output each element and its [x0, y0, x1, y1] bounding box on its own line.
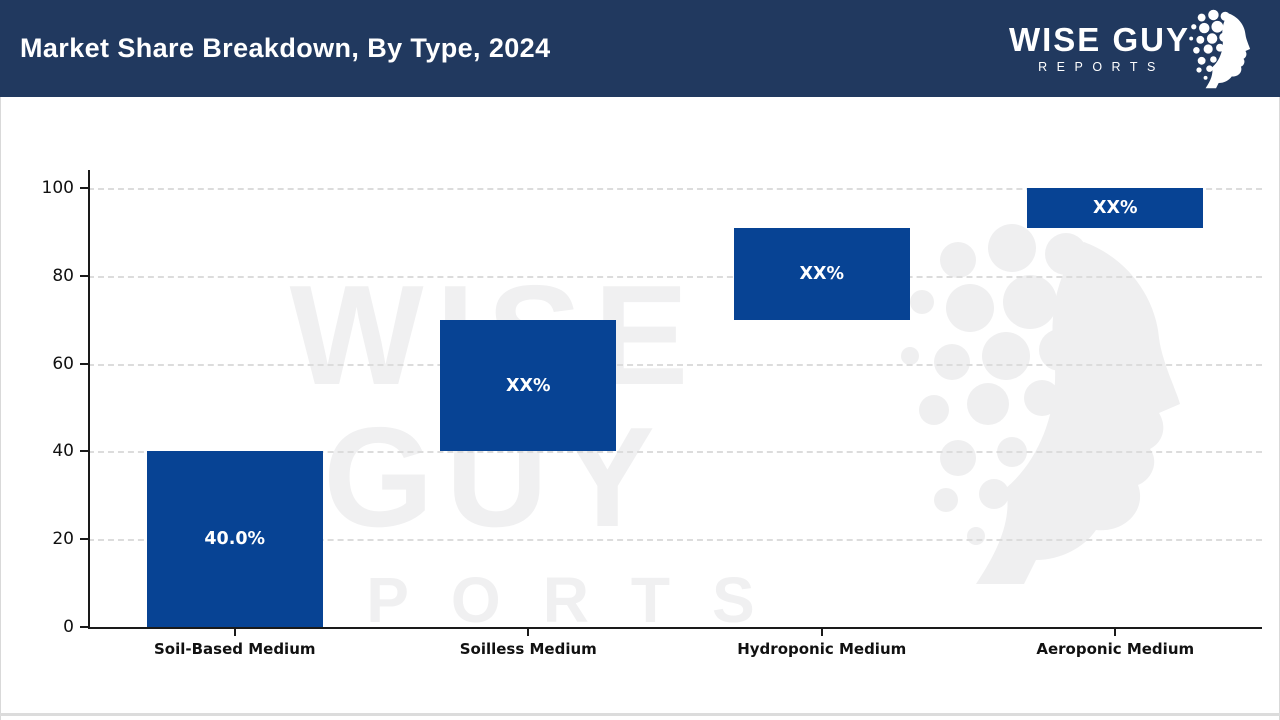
x-category-label-4: Aeroponic Medium: [1036, 640, 1195, 658]
bar-soil-based-medium: 40.0%: [146, 451, 323, 627]
x-axis-line: [88, 627, 1262, 629]
gridline-60: [88, 363, 1262, 366]
y-tick-mark-0: [80, 626, 88, 628]
y-tick-mark-40: [80, 450, 88, 453]
y-axis-line: [88, 170, 90, 627]
brand-logo-line2: REPORTS: [1038, 59, 1165, 74]
bar-value-label: XX%: [799, 263, 844, 284]
gridline-100: [88, 188, 1262, 190]
gridline-40: [88, 451, 1262, 454]
bar-value-label: 40.0%: [204, 529, 266, 550]
x-tick-mark-2: [527, 629, 530, 636]
bar-hydroponic-medium: XX%: [733, 227, 910, 320]
y-tick-label-0: 0: [63, 617, 74, 637]
x-tick-mark-3: [820, 629, 823, 636]
x-category-label-2: Soilless Medium: [459, 640, 597, 658]
gridline-80: [88, 275, 1262, 278]
bar-aeroponic-medium: XX%: [1027, 188, 1204, 228]
brand-logo: WISE GUY REPORTS: [1009, 8, 1254, 90]
bar-soilless-medium: XX%: [440, 319, 617, 452]
y-tick-label-20: 20: [52, 529, 74, 550]
brand-logo-text: WISE GUY REPORTS: [1009, 23, 1190, 74]
y-tick-label-40: 40: [52, 441, 74, 462]
y-tick-label-60: 60: [52, 353, 74, 374]
bar-value-label: XX%: [1092, 197, 1138, 218]
y-tick-mark-80: [80, 274, 88, 277]
brand-logo-face-icon: [1189, 9, 1251, 88]
y-tick-mark-20: [80, 538, 88, 541]
x-tick-mark-1: [233, 629, 236, 636]
bar-value-label: XX%: [505, 375, 551, 396]
y-tick-label-80: 80: [52, 265, 74, 286]
brand-logo-line1: WISE GUY: [1008, 21, 1190, 59]
gridline-20: [88, 539, 1262, 542]
y-tick-mark-60: [80, 362, 88, 365]
footer-divider: [0, 713, 1280, 716]
x-category-label-3: Hydroponic Medium: [737, 640, 907, 658]
y-tick-mark-100: [80, 187, 88, 189]
y-axis-ticks: 0 20 40 60 80 100: [0, 170, 88, 637]
page-title: Market Share Breakdown, By Type, 2024: [20, 33, 551, 63]
x-category-label-1: Soil-Based Medium: [153, 640, 316, 658]
plot-area: 40.0% XX% XX% XX%: [88, 170, 1262, 629]
x-tick-mark-4: [1114, 629, 1117, 636]
y-tick-label-100: 100: [41, 178, 74, 198]
header: Market Share Breakdown, By Type, 2024 WI…: [0, 0, 1280, 97]
